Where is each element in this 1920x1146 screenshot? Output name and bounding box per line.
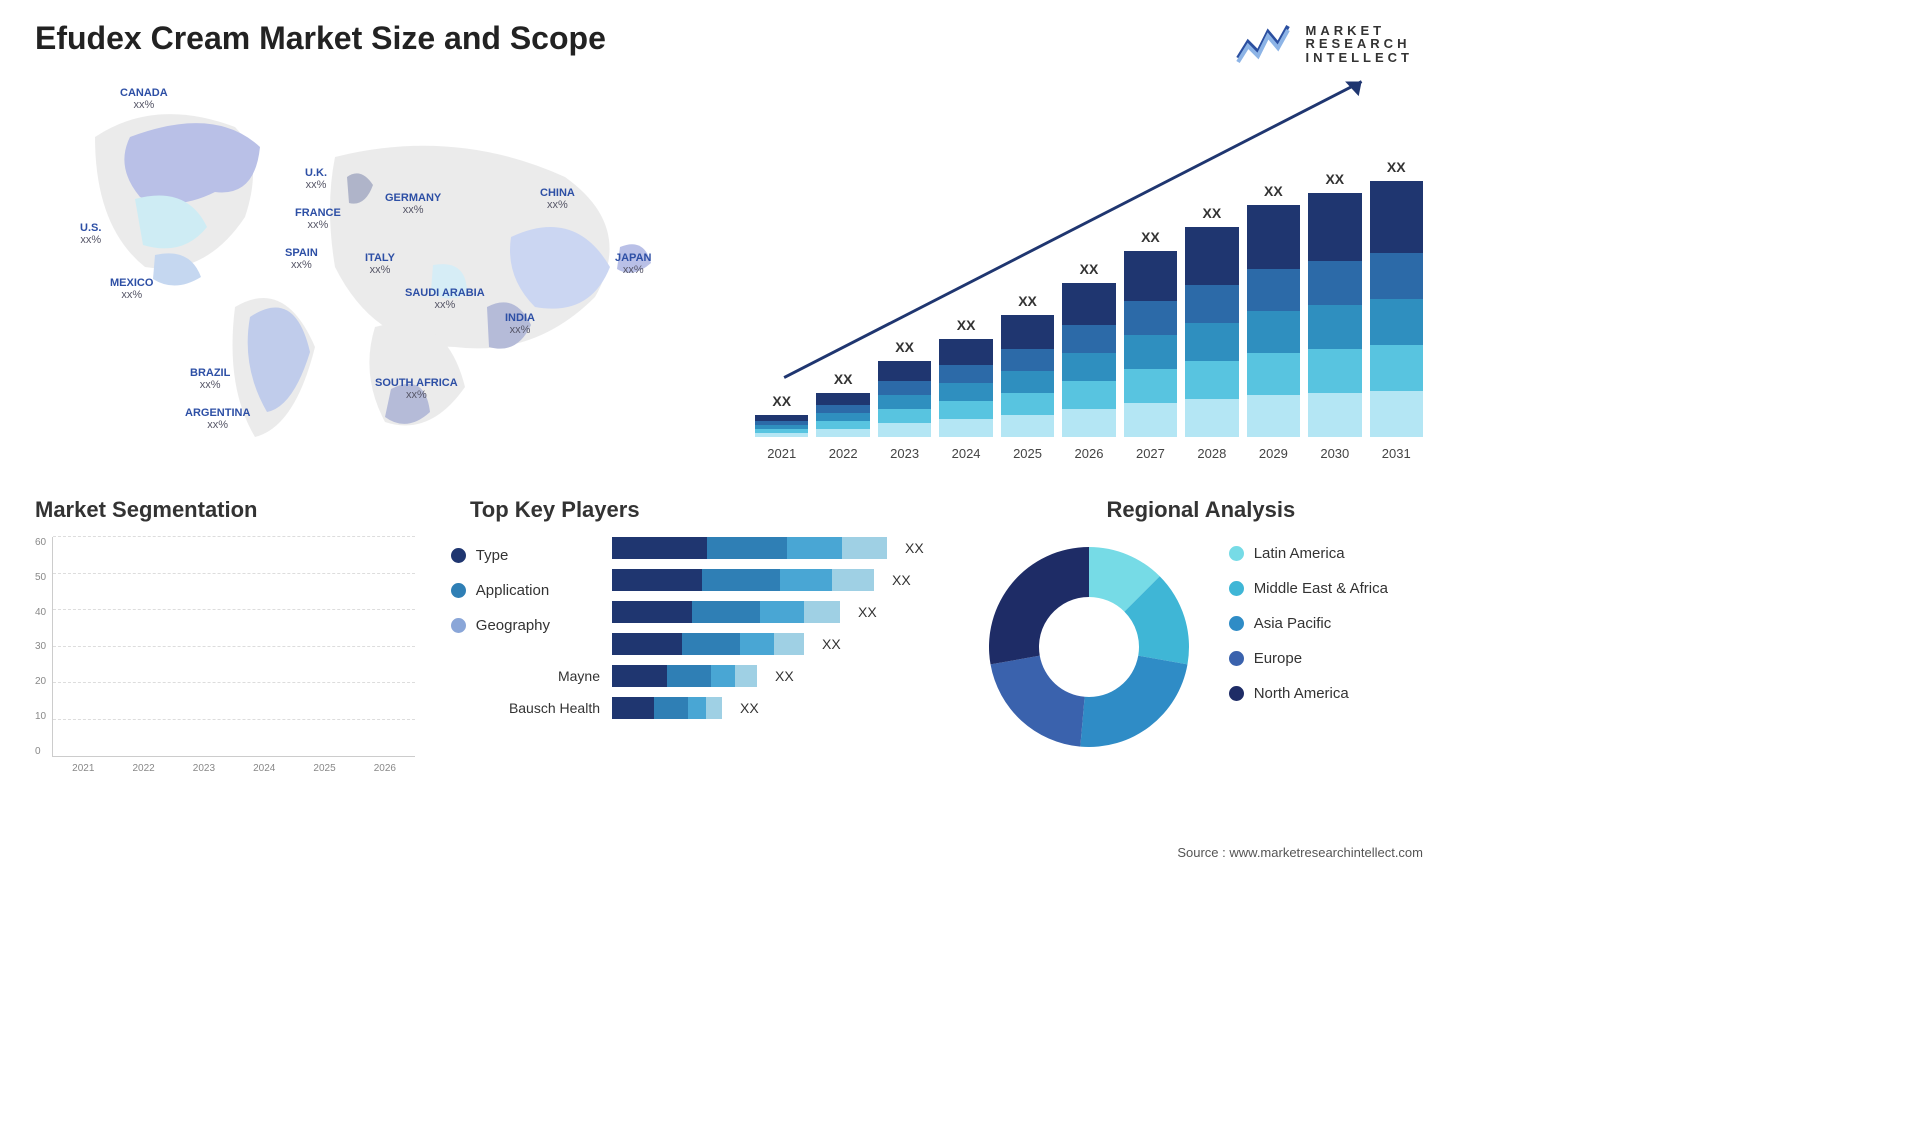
region-legend-latin-america: Latin America [1229, 545, 1388, 562]
logo-line1: MARKET [1306, 24, 1414, 38]
map-label-india: INDIAxx% [505, 312, 535, 336]
region-legend-middle-east-africa: Middle East & Africa [1229, 580, 1388, 597]
growth-bar-2030: 2030XX [1308, 193, 1361, 437]
player-row-4: MayneXX [470, 665, 924, 687]
map-label-china: CHINAxx% [540, 187, 575, 211]
players-title: Top Key Players [470, 497, 924, 523]
source-text: Source : www.marketresearchintellect.com [1177, 845, 1423, 860]
growth-bar-2029: 2029XX [1247, 205, 1300, 437]
region-legend-asia-pacific: Asia Pacific [1229, 615, 1388, 632]
region-legend-europe: Europe [1229, 650, 1388, 667]
regional-title: Regional Analysis [979, 497, 1423, 523]
growth-bar-2024: 2024XX [939, 339, 992, 437]
regional-panel: Regional Analysis Latin America Middle Ea… [979, 497, 1423, 757]
map-label-japan: JAPANxx% [615, 252, 651, 276]
logo-line3: INTELLECT [1306, 51, 1414, 65]
map-label-south-africa: SOUTH AFRICAxx% [375, 377, 458, 401]
growth-bar-2025: 2025XX [1001, 315, 1054, 437]
map-label-brazil: BRAZILxx% [190, 367, 230, 391]
donut-slice-asia-pacific [1080, 656, 1187, 747]
player-row-3: XX [470, 633, 924, 655]
map-label-canada: CANADAxx% [120, 87, 168, 111]
seg-legend-geography: Geography [451, 617, 550, 634]
donut-chart [979, 537, 1199, 757]
seg-legend-application: Application [451, 582, 550, 599]
map-label-mexico: MEXICOxx% [110, 277, 153, 301]
growth-bar-2021: 2021XX [755, 415, 808, 437]
segmentation-panel: Market Segmentation 6050403020100 202120… [35, 497, 415, 757]
growth-bar-2026: 2026XX [1062, 283, 1115, 437]
map-label-germany: GERMANYxx% [385, 192, 441, 216]
donut-slice-europe [990, 656, 1084, 747]
growth-bar-2027: 2027XX [1124, 251, 1177, 437]
region-legend-north-america: North America [1229, 685, 1388, 702]
map-label-italy: ITALYxx% [365, 252, 395, 276]
logo-icon [1234, 22, 1298, 66]
growth-bar-2022: 2022XX [816, 393, 869, 437]
growth-bar-chart: 2021XX 2022XX2023XX2024XX2025XX2026XX2027… [755, 67, 1423, 467]
segmentation-title: Market Segmentation [35, 497, 415, 523]
map-label-spain: SPAINxx% [285, 247, 318, 271]
map-label-u-k-: U.K.xx% [305, 167, 327, 191]
map-label-argentina: ARGENTINAxx% [185, 407, 250, 431]
donut-slice-north-america [989, 547, 1089, 664]
page-title: Efudex Cream Market Size and Scope [35, 20, 1423, 57]
map-label-saudi-arabia: SAUDI ARABIAxx% [405, 287, 485, 311]
logo-line2: RESEARCH [1306, 37, 1414, 51]
seg-legend-type: Type [451, 547, 550, 564]
brand-logo: MARKET RESEARCH INTELLECT [1234, 22, 1414, 66]
map-label-france: FRANCExx% [295, 207, 341, 231]
map-label-u-s-: U.S.xx% [80, 222, 101, 246]
growth-bar-2023: 2023XX [878, 361, 931, 437]
world-map-panel: CANADAxx% U.S.xx% MEXICOxx% BRAZILxx% ARGENT… [35, 67, 715, 467]
growth-bar-2031: 2031XX [1370, 181, 1423, 437]
growth-bar-2028: 2028XX [1185, 227, 1238, 437]
player-row-5: Bausch HealthXX [470, 697, 924, 719]
